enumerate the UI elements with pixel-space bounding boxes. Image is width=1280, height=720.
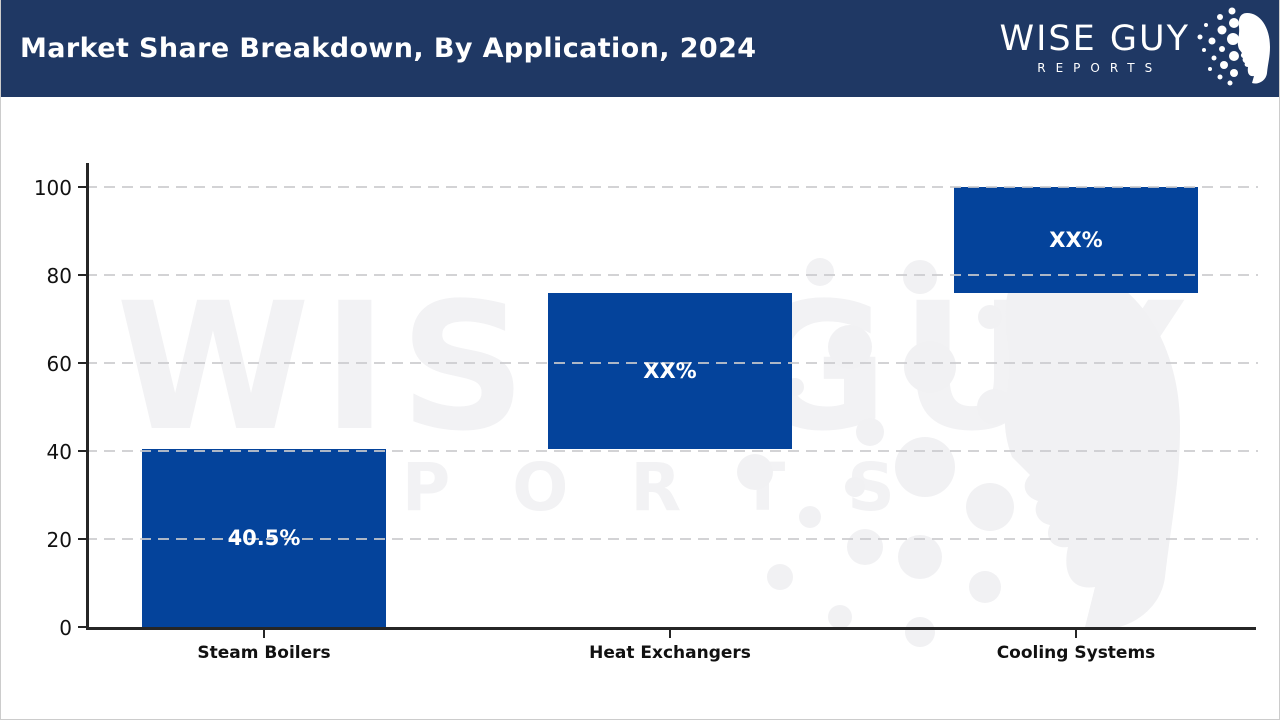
y-tick-label: 60 bbox=[46, 352, 72, 376]
page-title: Market Share Breakdown, By Application, … bbox=[20, 33, 757, 64]
brand-logo-text: WISE GUY REPORTS bbox=[999, 19, 1190, 76]
y-tick bbox=[78, 362, 86, 364]
bar-value-label: 40.5% bbox=[227, 525, 301, 550]
gridline-80 bbox=[86, 274, 1258, 276]
y-tick-label: 80 bbox=[46, 264, 72, 288]
gridline-100 bbox=[86, 186, 1258, 188]
x-tick bbox=[1075, 630, 1077, 638]
y-tick bbox=[78, 274, 86, 276]
y-tick-label: 40 bbox=[46, 440, 72, 464]
header: Market Share Breakdown, By Application, … bbox=[0, 0, 1280, 97]
brand-subname: REPORTS bbox=[1037, 61, 1163, 75]
gridline-20 bbox=[86, 538, 1258, 540]
bar-value-label: XX% bbox=[643, 358, 697, 383]
y-tick bbox=[78, 538, 86, 540]
dotted-face-profile-icon bbox=[1192, 3, 1274, 95]
y-tick bbox=[78, 626, 86, 628]
brand-logo: WISE GUY REPORTS bbox=[999, 3, 1280, 95]
gridline-40 bbox=[86, 450, 1258, 452]
brand-name: WISE GUY bbox=[999, 19, 1190, 59]
x-tick bbox=[669, 630, 671, 638]
y-tick-label: 100 bbox=[33, 176, 72, 200]
y-tick bbox=[78, 450, 86, 452]
bar-heat-exchangers bbox=[548, 292, 792, 449]
x-axis-spine bbox=[86, 627, 1256, 630]
bar-steam-boilers bbox=[142, 448, 386, 627]
x-tick-label-steam-boilers: Steam Boilers bbox=[197, 643, 331, 663]
bar-value-label: XX% bbox=[1049, 227, 1103, 252]
x-tick-label-cooling-systems: Cooling Systems bbox=[996, 643, 1156, 663]
y-tick-label: 20 bbox=[46, 528, 72, 552]
x-tick bbox=[263, 630, 265, 638]
y-axis-spine bbox=[86, 163, 89, 630]
chart-area: WISE GUY REPORTS 40.5% XX% XX% 0 20 40 60 80 10… bbox=[0, 97, 1280, 720]
gridline-60 bbox=[86, 362, 1258, 364]
x-tick-label-heat-exchangers: Heat Exchangers bbox=[589, 643, 751, 663]
y-tick-label: 0 bbox=[59, 616, 72, 640]
y-tick bbox=[78, 186, 86, 188]
watermark-face-profile-icon bbox=[620, 217, 1200, 681]
